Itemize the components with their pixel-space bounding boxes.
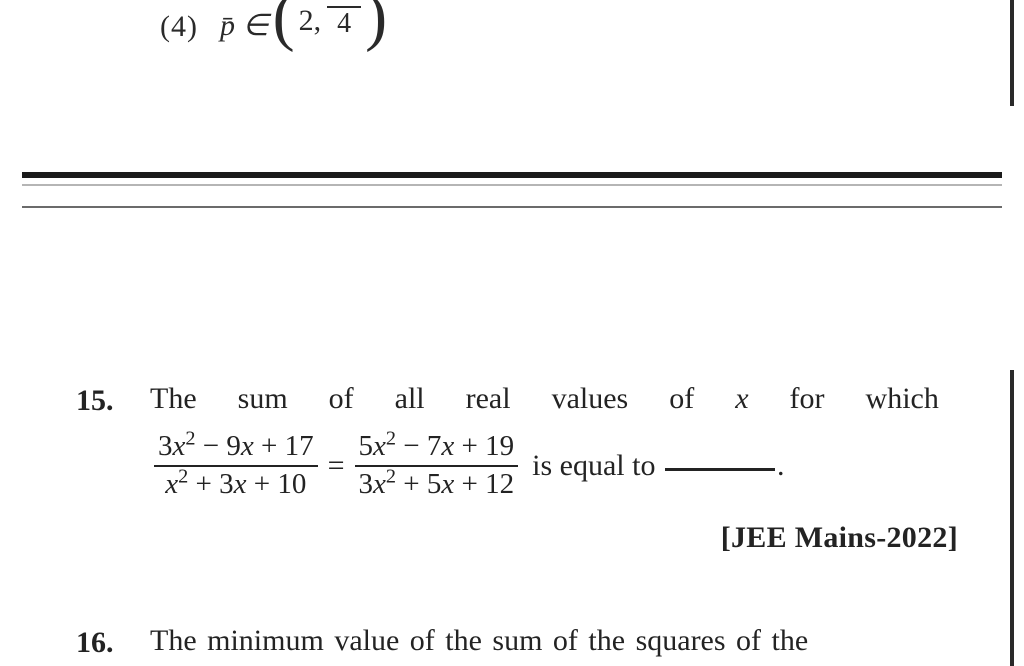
q15-body: The sum of all real values of x for whic…	[150, 376, 964, 560]
q15-frac2-den: 3x2 + 5x + 12	[355, 469, 519, 501]
q15-attribution: [JEE Mains-2022]	[150, 515, 958, 560]
interval-content: 2, 4	[299, 0, 362, 38]
section-divider	[22, 172, 1002, 208]
q15-frac-left: 3x2 − 9x + 17 x2 + 3x + 10	[154, 431, 318, 501]
page: (4) p̄ ∈ ( 2, 4 ) 15. The sum of all rea…	[0, 0, 1024, 666]
q16-text-line1: The minimum value of the sum of the squa…	[150, 624, 808, 657]
q14-option4-partial: (4) p̄ ∈ ( 2, 4 )	[160, 0, 387, 44]
option-lhs: p̄ ∈	[220, 8, 269, 43]
q15-number: 15.	[76, 378, 114, 423]
q16-body: The minimum value of the sum of the squa…	[150, 618, 964, 663]
right-paren: )	[365, 0, 387, 42]
q15-frac1-den: x2 + 3x + 10	[161, 469, 310, 501]
page-cut-edge-bottom	[1010, 370, 1014, 666]
interval-second-frac: 4	[327, 0, 361, 38]
q15-frac-right: 5x2 − 7x + 19 3x2 + 5x + 12	[355, 431, 519, 501]
q15-frac2-num: 5x2 − 7x + 19	[355, 431, 519, 463]
frac-den: 4	[337, 10, 351, 38]
option-label: (4)	[160, 10, 198, 44]
q15-equals: =	[328, 443, 345, 488]
question-15: 15. The sum of all real values of x for …	[78, 376, 964, 560]
q15-tail-period: .	[777, 449, 785, 482]
frac-num-cut	[341, 0, 348, 4]
fill-in-blank[interactable]	[665, 468, 775, 471]
question-16-partial: 16. The minimum value of the sum of the …	[78, 618, 964, 663]
q15-tail: is equal to .	[532, 443, 784, 488]
q16-number: 16.	[76, 620, 114, 665]
left-paren: (	[273, 0, 295, 42]
page-cut-edge-top	[1010, 0, 1014, 106]
section-divider-inner	[22, 184, 1002, 186]
q15-equation-line: 3x2 − 9x + 17 x2 + 3x + 10 = 5x2 − 7x + …	[150, 431, 964, 501]
q15-frac2-bar	[355, 465, 519, 467]
interval-first: 2,	[299, 4, 322, 38]
q15-tail-text: is equal to	[532, 449, 655, 482]
q15-text-line1: The sum of all real values of x for whic…	[150, 376, 964, 421]
q15-frac1-num: 3x2 − 9x + 17	[154, 431, 318, 463]
